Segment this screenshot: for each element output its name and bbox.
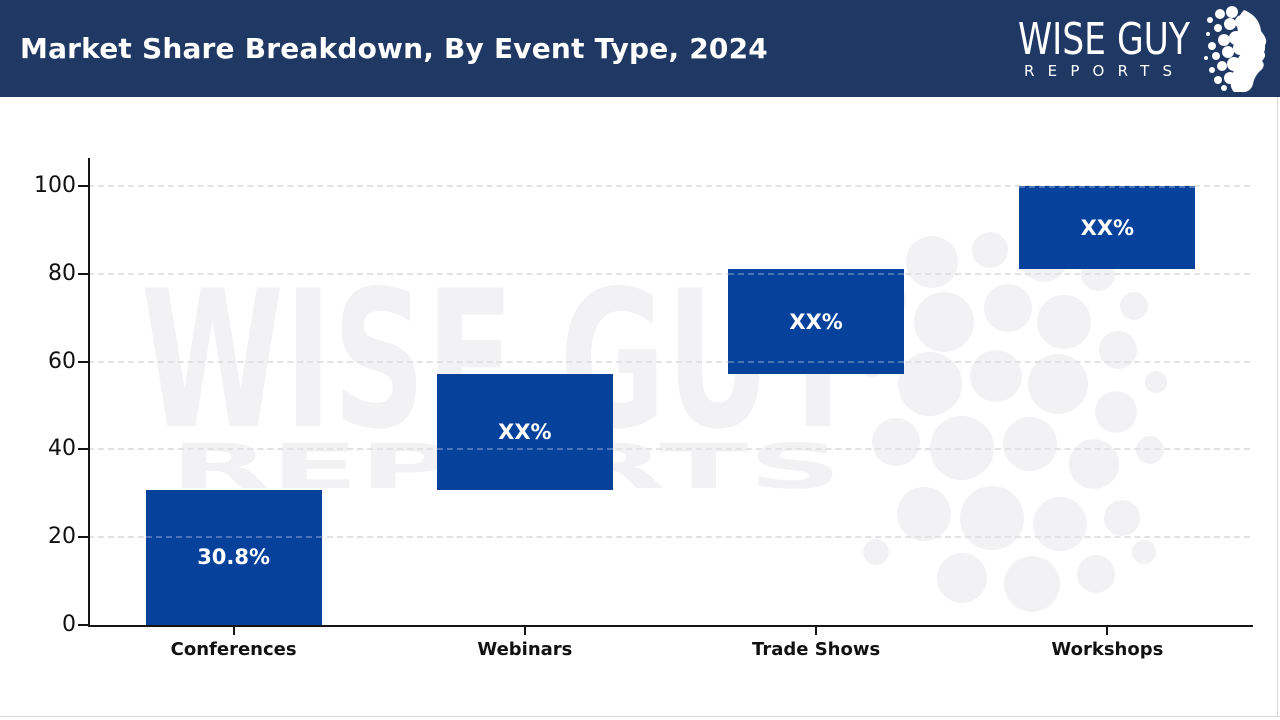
wise-guy-reports-logo: WISE GUY REPORTS: [1018, 6, 1267, 93]
x-axis-tick-1: [232, 627, 235, 635]
logo-primary-text: WISE GUY: [1018, 14, 1190, 65]
x-axis-line: [88, 625, 1253, 627]
gridline-60: [88, 360, 1250, 363]
bar-webinars: XX%: [436, 373, 613, 490]
bar-value-label: 30.8%: [197, 545, 271, 570]
y-axis-line: [88, 158, 90, 627]
gridline-80: [88, 272, 1250, 275]
logo-secondary-text: REPORTS: [1024, 62, 1182, 80]
chart-frame-bottom-border: [0, 716, 1280, 717]
y-axis-tick-label-60: 60: [48, 348, 76, 374]
bar-conferences: 30.8%: [145, 489, 322, 625]
gridline-20: [88, 536, 1250, 539]
bar-value-label: XX%: [1080, 215, 1135, 240]
y-axis-tick-label-0: 0: [62, 612, 76, 637]
bar-gridline-overlay: [436, 448, 613, 451]
bar-gridline-overlay: [1019, 186, 1196, 188]
gridline-40: [88, 448, 1250, 451]
y-axis-tick-label-20: 20: [48, 524, 76, 550]
bar-trade-shows: XX%: [728, 269, 905, 374]
y-axis-tick-20: [78, 536, 88, 539]
category-label-conferences: Conferences: [170, 639, 297, 660]
y-axis-tick-100: [78, 185, 88, 187]
bar-value-label: XX%: [789, 309, 843, 334]
x-axis-tick-4: [1106, 627, 1109, 635]
category-label-workshops: Workshops: [1051, 639, 1164, 660]
y-axis-tick-label-40: 40: [48, 436, 76, 462]
y-axis-tick-label-100: 100: [34, 173, 76, 198]
y-axis-tick-0: [78, 624, 88, 626]
y-axis-tick-40: [78, 448, 88, 451]
chart-title: Market Share Breakdown, By Event Type, 2…: [20, 32, 768, 65]
y-axis-tick-80: [78, 272, 88, 275]
bar-gridline-overlay: [728, 360, 905, 363]
logo-head-icon: [1204, 6, 1267, 93]
category-label-webinars: Webinars: [477, 639, 573, 660]
category-label-trade-shows: Trade Shows: [752, 639, 881, 660]
gridline-100: [88, 185, 1250, 187]
bar-value-label: XX%: [498, 419, 552, 444]
x-axis-tick-2: [523, 627, 526, 635]
bar-gridline-overlay: [145, 536, 322, 539]
y-axis-tick-60: [78, 360, 88, 363]
header-band: Market Share Breakdown, By Event Type, 2…: [0, 0, 1280, 97]
x-axis-tick-3: [815, 627, 818, 635]
chart-frame-right-border: [1277, 97, 1278, 716]
bar-workshops: XX%: [1019, 186, 1196, 270]
y-axis-tick-label-80: 80: [48, 260, 76, 286]
bar-gridline-overlay: [728, 272, 905, 275]
